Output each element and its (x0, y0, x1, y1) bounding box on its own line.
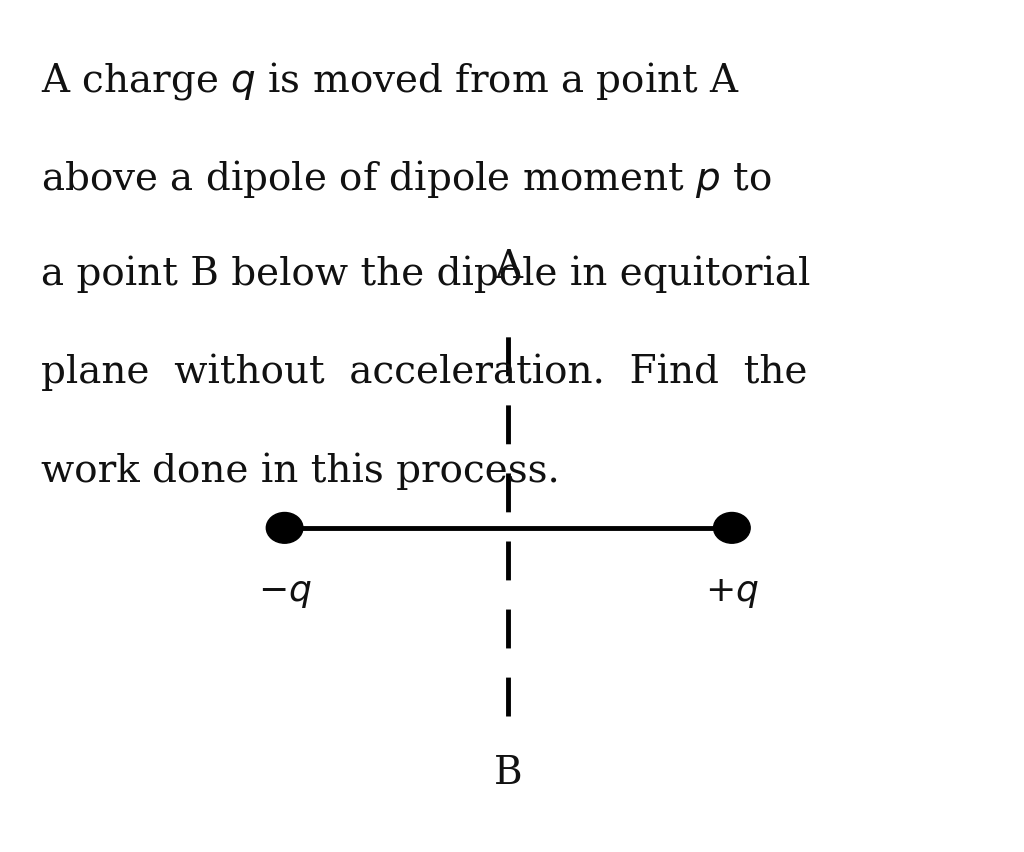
Text: plane  without  acceleration.  Find  the: plane without acceleration. Find the (41, 354, 807, 391)
Circle shape (266, 513, 303, 544)
Text: A: A (495, 249, 522, 285)
Circle shape (714, 513, 751, 544)
Text: work done in this process.: work done in this process. (41, 452, 559, 489)
Text: a point B below the dipole in equitorial: a point B below the dipole in equitorial (41, 256, 810, 293)
Text: $-q$: $-q$ (258, 575, 311, 609)
Text: above a dipole of dipole moment $p$ to: above a dipole of dipole moment $p$ to (41, 158, 771, 199)
Text: B: B (494, 754, 522, 791)
Text: $+q$: $+q$ (705, 575, 759, 609)
Text: A charge $q$ is moved from a point A: A charge $q$ is moved from a point A (41, 60, 739, 101)
